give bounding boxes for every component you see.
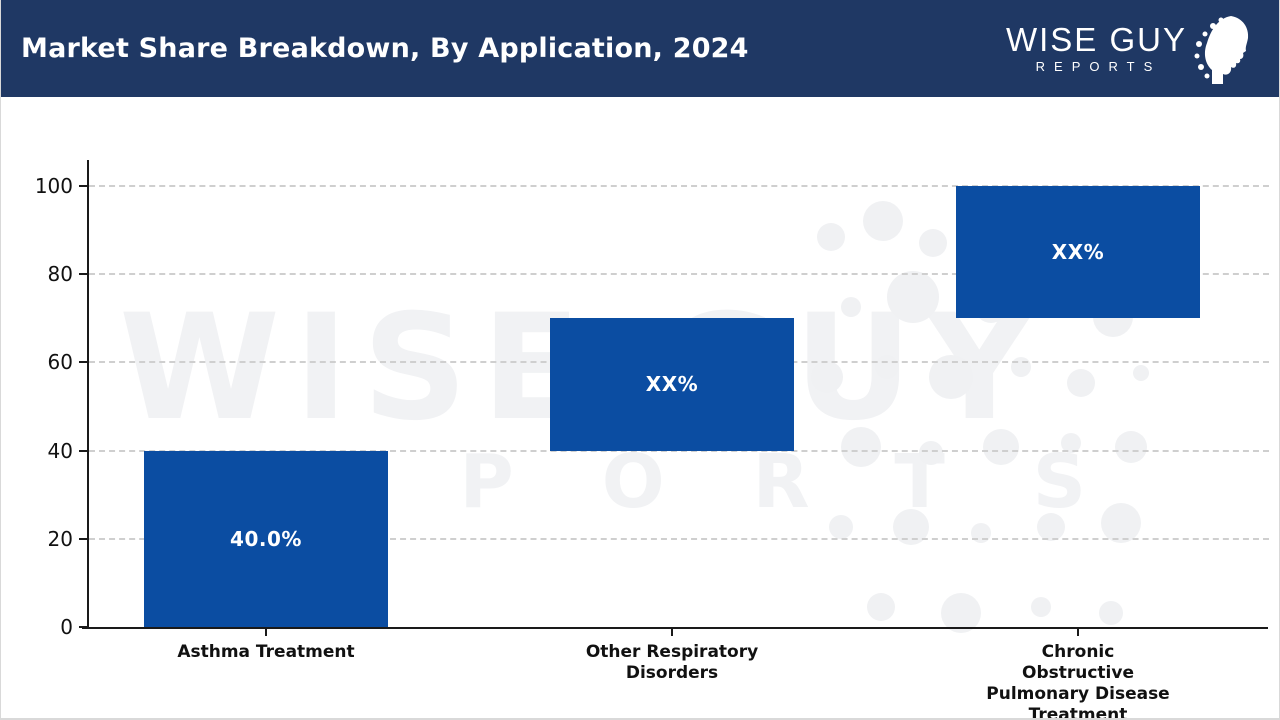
y-axis-tick-label: 100 — [34, 174, 73, 198]
y-axis-tick-mark — [79, 626, 87, 628]
y-axis-tick-mark — [79, 537, 87, 540]
x-axis-category-label: Other Respiratory Disorders — [585, 642, 759, 683]
bar-other-respiratory-disorders: XX% — [550, 318, 794, 451]
header-bar: Market Share Breakdown, By Application, … — [1, 0, 1279, 97]
y-axis-tick-label: 40 — [47, 438, 73, 463]
gridline-20 — [89, 537, 1269, 540]
y-axis-tick-mark — [79, 449, 87, 452]
x-axis-line — [82, 627, 1268, 629]
x-axis-tick-mark — [1077, 629, 1079, 636]
y-axis-tick-label: 80 — [47, 262, 73, 287]
x-axis-category-label: Asthma Treatment — [177, 642, 355, 662]
x-axis-category-label: Chronic Obstructive Pulmonary Disease Tr… — [986, 642, 1170, 720]
y-axis-tick-mark — [79, 273, 87, 276]
logo-wordmark: WISE GUY REPORTS — [1005, 21, 1187, 75]
y-axis-tick-mark — [79, 185, 87, 187]
y-axis-tick-label: 20 — [47, 526, 73, 551]
bar-chronic-obstructive-pulmonary-disease-treatment: XX% — [956, 186, 1200, 319]
bar-value-label: XX% — [645, 372, 699, 397]
bar-asthma-treatment: 40.0% — [144, 450, 388, 627]
dotted-face-logo-icon — [1194, 15, 1249, 84]
chart-area: WISE GUY REPORTS 0 20 40 60 80 100 40.0% Asthma… — [1, 97, 1279, 720]
bar-value-label: 40.0% — [230, 526, 302, 551]
bar-value-label: XX% — [1051, 240, 1105, 265]
y-axis-tick-label: 0 — [60, 615, 73, 639]
y-axis-tick-mark — [79, 361, 87, 364]
gridline-80 — [89, 273, 1269, 276]
y-axis-tick-label: 60 — [47, 350, 73, 375]
page-title: Market Share Breakdown, By Application, … — [21, 33, 749, 64]
logo-brand-name: WISE GUY — [1005, 21, 1187, 58]
x-axis-tick-mark — [671, 629, 673, 636]
y-axis-line — [87, 160, 89, 629]
x-axis-tick-mark — [265, 629, 267, 636]
logo-brand-subtitle: REPORTS — [1035, 59, 1162, 74]
gridline-40 — [89, 449, 1269, 452]
brand-logo: WISE GUY REPORTS — [1006, 12, 1249, 86]
gridline-100 — [89, 185, 1269, 187]
